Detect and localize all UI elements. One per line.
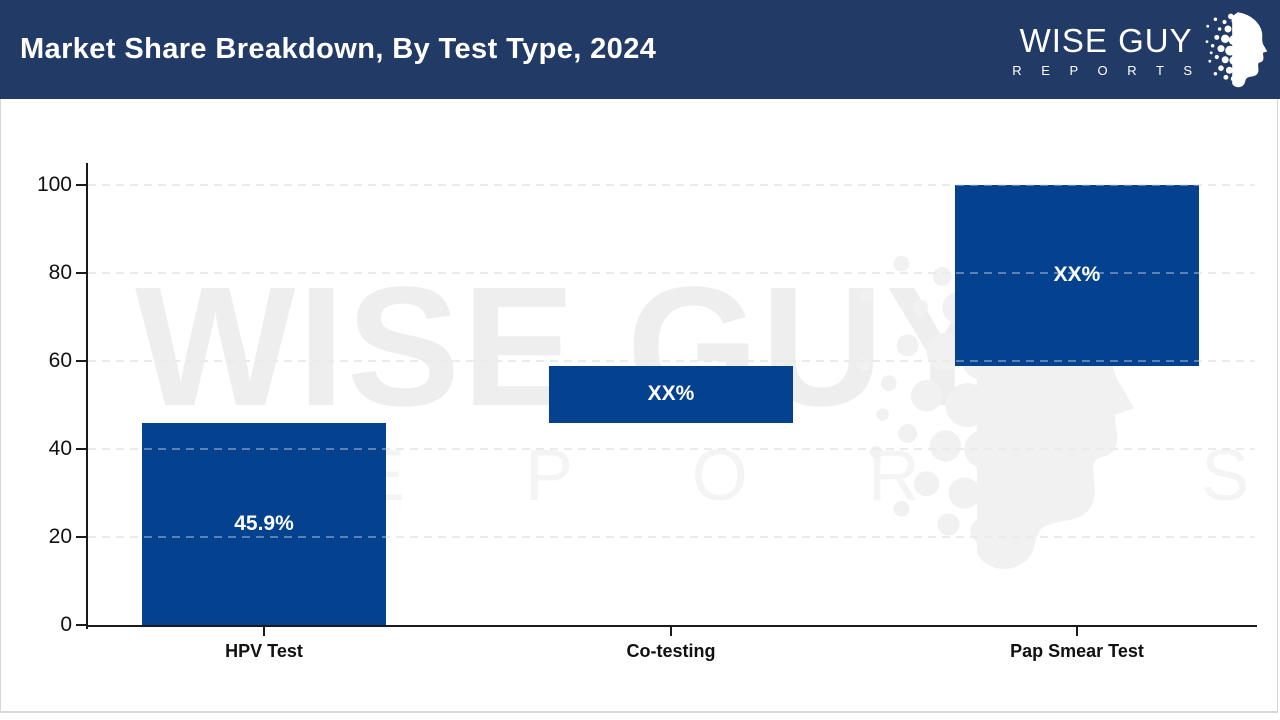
- header-bar: Market Share Breakdown, By Test Type, 20…: [0, 0, 1280, 99]
- x-tick: [1076, 627, 1078, 636]
- gridline: [88, 448, 1255, 450]
- brand-name: WISE GUY: [1019, 22, 1193, 59]
- bar-label-pap-smear-test: XX%: [1053, 263, 1101, 287]
- gridline-overlay: [88, 536, 1255, 538]
- brand-logo-text: WISE GUY R E P O R T S: [1012, 22, 1200, 78]
- gridline-overlay: [88, 360, 1255, 362]
- y-tick-label: 80: [48, 261, 72, 284]
- x-tick-label-co-testing: Co-testing: [626, 641, 716, 661]
- gridline-overlay: [88, 272, 1255, 274]
- y-tick-label: 60: [48, 349, 72, 372]
- gridline: [88, 272, 1255, 274]
- x-axis-spine: [86, 625, 1257, 627]
- x-tick: [263, 627, 265, 636]
- gridline: [88, 360, 1255, 362]
- brand-logo: WISE GUY R E P O R T S: [1012, 4, 1270, 96]
- y-tick: [76, 360, 86, 362]
- chart-title: Market Share Breakdown, By Test Type, 20…: [20, 33, 657, 65]
- bar-hpv-test: [142, 423, 386, 625]
- y-tick: [76, 624, 86, 626]
- y-tick: [76, 448, 86, 450]
- y-tick: [76, 184, 86, 186]
- bar-label-hpv-test: 45.9%: [234, 512, 294, 536]
- y-tick-label: 20: [48, 525, 72, 548]
- y-tick-label: 100: [36, 173, 72, 196]
- x-tick: [670, 627, 672, 636]
- x-tick-label-pap-smear-test: Pap Smear Test: [1010, 641, 1144, 661]
- y-tick-label: 0: [60, 613, 72, 636]
- gridline-overlay: [88, 448, 1255, 450]
- gridline: [88, 536, 1255, 538]
- y-tick-label: 40: [48, 437, 72, 460]
- y-tick: [76, 272, 86, 274]
- brand-subtitle: R E P O R T S: [1012, 63, 1200, 78]
- y-tick: [76, 536, 86, 538]
- gridline: [88, 184, 1255, 186]
- y-axis-spine: [86, 163, 88, 629]
- bar-label-co-testing: XX%: [647, 382, 695, 406]
- bar-co-testing: [549, 365, 793, 424]
- x-tick-label-hpv-test: HPV Test: [225, 641, 303, 661]
- gridline-overlay: [88, 184, 1255, 186]
- bar-pap-smear-test: [955, 185, 1199, 366]
